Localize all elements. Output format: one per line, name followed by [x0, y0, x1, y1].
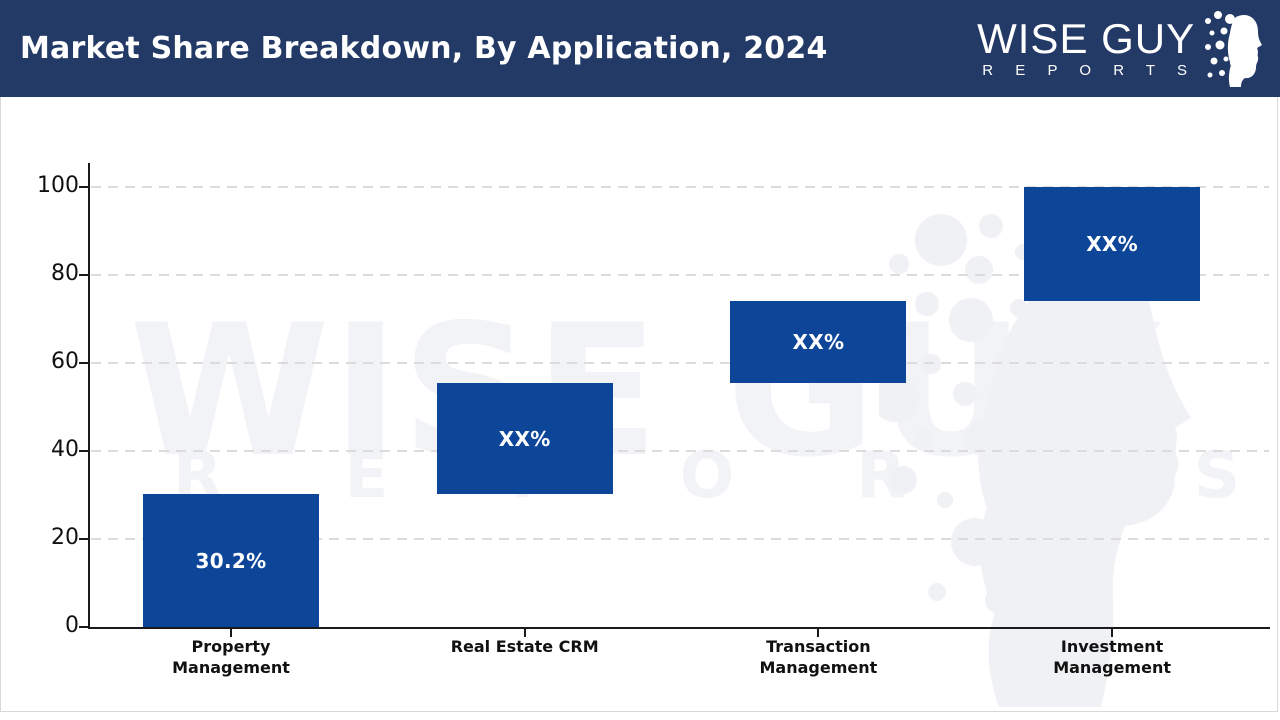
bar-value-label-real-estate-crm: XX% [498, 426, 551, 451]
brand-logo: WISE GUY R E P O R T S [976, 7, 1280, 91]
y-axis-line [88, 163, 90, 629]
gridline-20 [91, 538, 1269, 540]
y-tick-mark-0 [79, 626, 88, 628]
category-label-investment-management: Investment Management [1053, 637, 1171, 677]
x-axis-line [88, 627, 1270, 629]
bar-transaction-management: XX% [730, 301, 907, 384]
brand-logo-text: WISE GUY R E P O R T S [976, 15, 1196, 80]
y-tick-mark-40 [79, 450, 88, 452]
y-tick-label-20: 20 [51, 525, 79, 550]
y-tick-mark-20 [79, 538, 88, 540]
bar-value-label-transaction-management: XX% [792, 330, 845, 355]
brand-name: WISE GUY [977, 15, 1196, 62]
y-tick-mark-80 [79, 274, 88, 276]
brand-subtitle: R E P O R T S [982, 62, 1196, 79]
x-tick-mark-real-estate-crm [523, 629, 526, 637]
bar-value-label-investment-management: XX% [1086, 232, 1138, 257]
x-tick-mark-transaction-management [817, 629, 820, 637]
dotted-head-logo-icon [1200, 7, 1264, 91]
category-label-property-management: Property Management [172, 637, 290, 677]
y-tick-mark-100 [79, 186, 88, 188]
gridline-40 [91, 450, 1269, 452]
gridline-60 [91, 362, 1269, 364]
gridline-80 [91, 274, 1269, 276]
header-bar: Market Share Breakdown, By Application, … [0, 0, 1280, 97]
gridline-100 [91, 186, 1269, 188]
bar-real-estate-crm: XX% [436, 383, 613, 495]
bar-value-label-property-management: 30.2% [195, 548, 267, 573]
y-tick-mark-60 [79, 362, 88, 364]
y-tick-label-0: 0 [65, 613, 79, 638]
x-tick-mark-property-management [230, 629, 232, 637]
category-label-real-estate-crm: Real Estate CRM [450, 637, 599, 656]
y-tick-label-80: 80 [51, 261, 79, 286]
x-tick-mark-investment-management [1111, 629, 1114, 637]
chart-card: WISE GUY R E P O R T S 0 20 40 60 80 100 30.2%… [0, 97, 1278, 712]
bar-property-management: 30.2% [143, 494, 319, 627]
y-tick-label-60: 60 [51, 349, 79, 374]
category-label-transaction-management: Transaction Management [759, 637, 878, 677]
y-tick-label-100: 100 [37, 173, 79, 198]
page-title: Market Share Breakdown, By Application, … [20, 31, 828, 66]
y-tick-label-40: 40 [51, 437, 79, 462]
bar-investment-management: XX% [1024, 187, 1201, 302]
